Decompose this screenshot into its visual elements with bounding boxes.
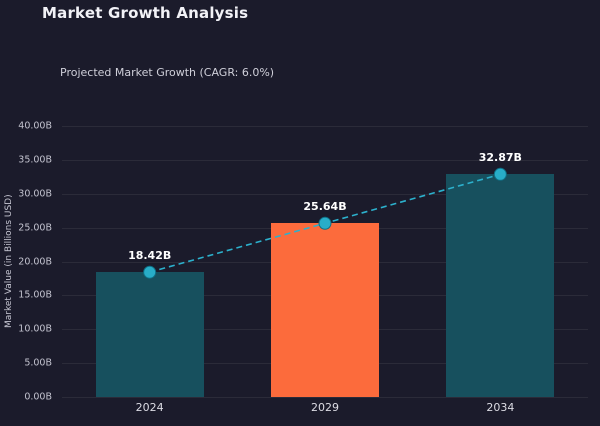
y-tick-label: 15.00B — [18, 289, 52, 301]
y-tick-label: 40.00B — [18, 120, 52, 132]
page-title: Market Growth Analysis — [42, 4, 249, 22]
y-tick-label: 10.00B — [18, 323, 52, 335]
plot-area: 18.42B 25.64B 32.87B — [62, 126, 588, 398]
x-tick-label: 2029 — [311, 401, 339, 414]
x-axis-ticks: 2024 2029 2034 — [62, 401, 588, 419]
y-tick-label: 0.00B — [24, 391, 52, 403]
y-tick-label: 5.00B — [24, 357, 52, 369]
value-label: 32.87B — [478, 151, 522, 165]
x-tick-label: 2024 — [135, 401, 164, 414]
y-tick-label: 20.00B — [18, 256, 52, 267]
bar-2029 — [271, 223, 379, 397]
value-label: 18.42B — [128, 249, 172, 263]
bar-2034 — [446, 174, 555, 397]
y-tick-label: 35.00B — [18, 154, 52, 166]
bar-2024 — [95, 272, 204, 397]
y-tick-label: 30.00B — [18, 188, 52, 200]
chart-subtitle: Projected Market Growth (CAGR: 6.0%) — [60, 66, 275, 79]
gridline — [62, 397, 588, 398]
y-tick-label: 25.00B — [18, 222, 52, 234]
gridline — [62, 159, 588, 161]
x-tick-label: 2034 — [486, 401, 515, 414]
gridline — [62, 126, 588, 127]
value-label: 25.64B — [303, 200, 347, 214]
y-axis-ticks: 0.00B 5.00B 10.00B 15.00B 20.00B 25.00B 30.00B… — [0, 121, 56, 403]
